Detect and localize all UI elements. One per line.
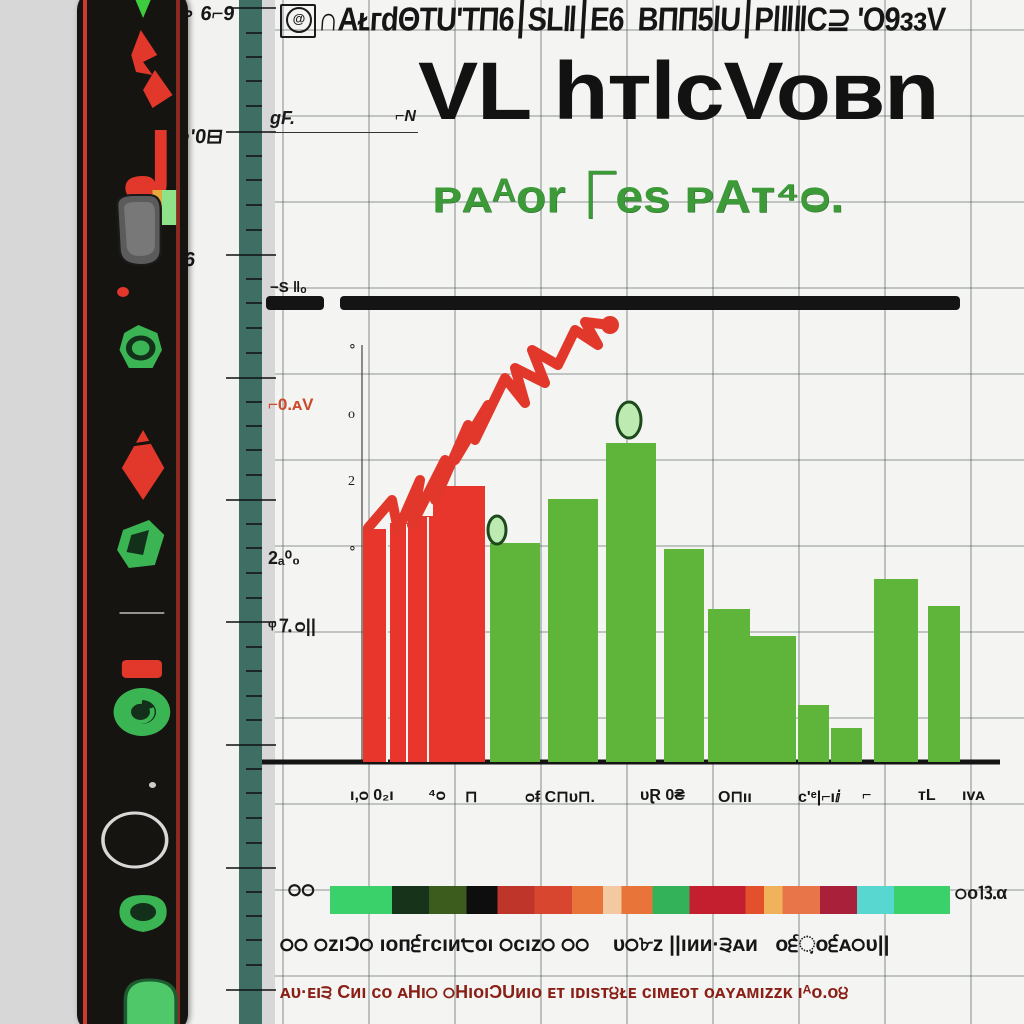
svg-text:o: o: [348, 407, 355, 422]
svg-text:−S ‖ₒ: −S ‖ₒ: [270, 279, 307, 296]
svg-text:2: 2: [348, 474, 355, 489]
svg-text:∘: ∘: [348, 541, 357, 556]
svg-text:∘: ∘: [348, 339, 357, 354]
